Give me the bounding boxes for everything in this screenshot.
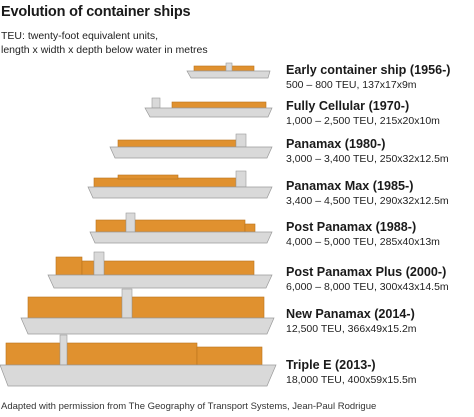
ship-label-new-panamax: New Panamax (2014-) 12,500 TEU, 366x49x1… [286, 307, 417, 336]
ship-drawing [0, 334, 277, 387]
teu-note: TEU: twenty-foot equivalent units, lengt… [1, 29, 208, 57]
ship-label-fully-cellular: Fully Cellular (1970-) 1,000 – 2,500 TEU… [286, 99, 440, 128]
ship-post-panamax-plus [0, 251, 280, 291]
ship-label-panamax-max: Panamax Max (1985-) 3,400 – 4,500 TEU, 2… [286, 179, 449, 208]
ship-name: Early container ship (1956-) [286, 63, 451, 77]
ship-name: Post Panamax Plus (2000-) [286, 265, 447, 279]
ship-label-early-container-ship: Early container ship (1956-) 500 – 800 T… [286, 63, 450, 92]
ship-spec: 6,000 – 8,000 TEU, 300x43x14.5m [286, 281, 449, 293]
ship-new-panamax [0, 286, 280, 338]
ship-fully-cellular [0, 97, 280, 121]
ship-drawing [89, 212, 273, 244]
ship-spec: 3,400 – 4,500 TEU, 290x32x12.5m [286, 195, 449, 207]
teu-note-line-1: TEU: twenty-foot equivalent units, [1, 30, 158, 42]
ship-spec: 1,000 – 2,500 TEU, 215x20x10m [286, 115, 440, 127]
ship-spec: 500 – 800 TEU, 137x17x9m [286, 79, 417, 91]
teu-note-line-2: length x width x depth below water in me… [1, 44, 208, 56]
ship-name: Fully Cellular (1970-) [286, 99, 410, 113]
diagram-title: Evolution of container ships [1, 4, 191, 20]
ship-drawing [144, 97, 273, 118]
ship-post-panamax [0, 211, 280, 245]
ship-label-triple-e: Triple E (2013-) 18,000 TEU, 400x59x15.5… [286, 358, 417, 387]
ship-name: Post Panamax (1988-) [286, 220, 417, 234]
ship-name: Panamax Max (1985-) [286, 179, 414, 193]
ship-spec: 18,000 TEU, 400x59x15.5m [286, 374, 417, 386]
ship-spec: 3,000 – 3,400 TEU, 250x32x12.5m [286, 153, 449, 165]
ship-panamax-max [0, 170, 280, 200]
ship-label-post-panamax: Post Panamax (1988-) 4,000 – 5,000 TEU, … [286, 220, 440, 249]
ship-drawing [47, 251, 273, 289]
ship-drawing [87, 170, 273, 199]
ship-triple-e [0, 330, 280, 390]
ship-drawing [186, 62, 271, 79]
ship-panamax [0, 133, 280, 161]
ship-name: Panamax (1980-) [286, 137, 386, 151]
ship-spec: 4,000 – 5,000 TEU, 285x40x13m [286, 236, 440, 248]
ship-label-post-panamax-plus: Post Panamax Plus (2000-) 6,000 – 8,000 … [286, 265, 449, 294]
ship-early-container-ship [0, 62, 280, 82]
ship-drawing [20, 288, 275, 335]
ship-spec: 12,500 TEU, 366x49x15.2m [286, 323, 417, 335]
ship-name: New Panamax (2014-) [286, 307, 415, 321]
ship-label-panamax: Panamax (1980-) 3,000 – 3,400 TEU, 250x3… [286, 137, 449, 166]
ship-drawing [109, 133, 273, 159]
source-credit: Adapted with permission from The Geograp… [1, 401, 377, 412]
ship-name: Triple E (2013-) [286, 358, 376, 372]
